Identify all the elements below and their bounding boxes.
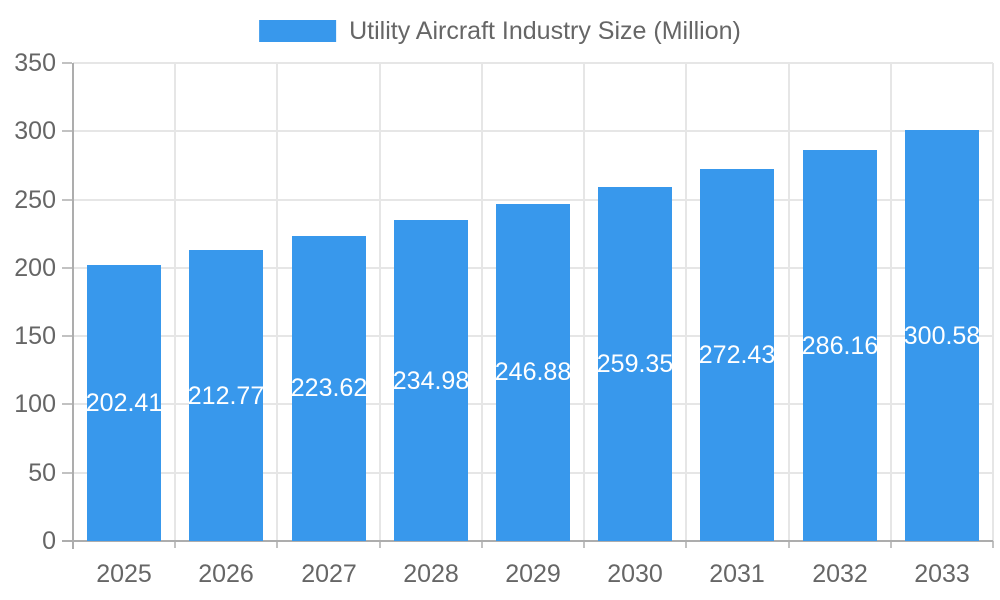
y-axis-tick-label: 50 [28, 459, 56, 487]
legend-label: Utility Aircraft Industry Size (Million) [349, 17, 741, 45]
bar-value-label: 234.98 [392, 367, 470, 395]
x-axis-tick-mark [481, 541, 483, 548]
vertical-gridline [379, 63, 381, 541]
vertical-gridline [788, 63, 790, 541]
legend-swatch [259, 20, 337, 42]
chart-legend[interactable]: Utility Aircraft Industry Size (Million) [259, 17, 741, 45]
x-axis-tick-label: 2026 [198, 560, 254, 588]
bar-value-label: 286.16 [801, 332, 879, 360]
y-axis-tick-label: 150 [14, 322, 56, 350]
y-axis-tick-label: 100 [14, 390, 56, 418]
bar-value-label: 246.88 [494, 358, 572, 386]
x-axis-tick-label: 2032 [812, 560, 868, 588]
bar[interactable] [905, 130, 979, 541]
bar[interactable] [189, 250, 263, 541]
bar[interactable] [292, 236, 366, 541]
y-axis-tick-mark [62, 472, 72, 474]
x-axis-tick-mark [992, 541, 994, 548]
vertical-gridline [583, 63, 585, 541]
x-axis-tick-label: 2028 [403, 560, 459, 588]
bar[interactable] [700, 169, 774, 541]
vertical-gridline [992, 63, 994, 541]
x-axis-tick-label: 2025 [96, 560, 152, 588]
x-axis-tick-mark [788, 541, 790, 548]
bar-value-label: 202.41 [85, 389, 163, 417]
x-axis-tick-mark [379, 541, 381, 548]
vertical-gridline [890, 63, 892, 541]
bar[interactable] [496, 204, 570, 541]
bar[interactable] [598, 187, 672, 541]
y-axis-tick-mark [62, 403, 72, 405]
y-axis-tick-mark [62, 199, 72, 201]
vertical-gridline [685, 63, 687, 541]
x-axis-tick-mark [276, 541, 278, 548]
vertical-gridline [276, 63, 278, 541]
y-axis-tick-mark [62, 62, 72, 64]
x-axis-tick-label: 2030 [607, 560, 663, 588]
bar[interactable] [803, 150, 877, 541]
x-axis-tick-label: 2031 [709, 560, 765, 588]
x-axis-tick-mark [583, 541, 585, 548]
x-axis-tick-mark [174, 541, 176, 548]
bar-value-label: 300.58 [903, 322, 981, 350]
bar-value-label: 212.77 [187, 382, 265, 410]
vertical-gridline [174, 63, 176, 541]
y-axis-tick-label: 250 [14, 186, 56, 214]
vertical-gridline [481, 63, 483, 541]
y-axis-tick-mark [62, 130, 72, 132]
horizontal-gridline [73, 62, 993, 64]
horizontal-gridline [73, 130, 993, 132]
bar[interactable] [394, 220, 468, 541]
x-axis-tick-label: 2029 [505, 560, 561, 588]
y-axis-line [72, 63, 74, 549]
y-axis-tick-label: 300 [14, 117, 56, 145]
x-axis-tick-mark [685, 541, 687, 548]
y-axis-tick-mark [62, 267, 72, 269]
x-axis-tick-label: 2033 [914, 560, 970, 588]
x-axis-line [62, 540, 993, 542]
y-axis-tick-mark [62, 335, 72, 337]
bar-value-label: 259.35 [596, 350, 674, 378]
bar-value-label: 272.43 [698, 341, 776, 369]
y-axis-tick-label: 350 [14, 49, 56, 77]
x-axis-tick-label: 2027 [301, 560, 357, 588]
horizontal-gridline [73, 199, 993, 201]
y-axis-tick-label: 0 [42, 527, 56, 555]
bar-value-label: 223.62 [290, 374, 368, 402]
x-axis-tick-mark [890, 541, 892, 548]
y-axis-tick-label: 200 [14, 254, 56, 282]
bar[interactable] [87, 265, 161, 541]
